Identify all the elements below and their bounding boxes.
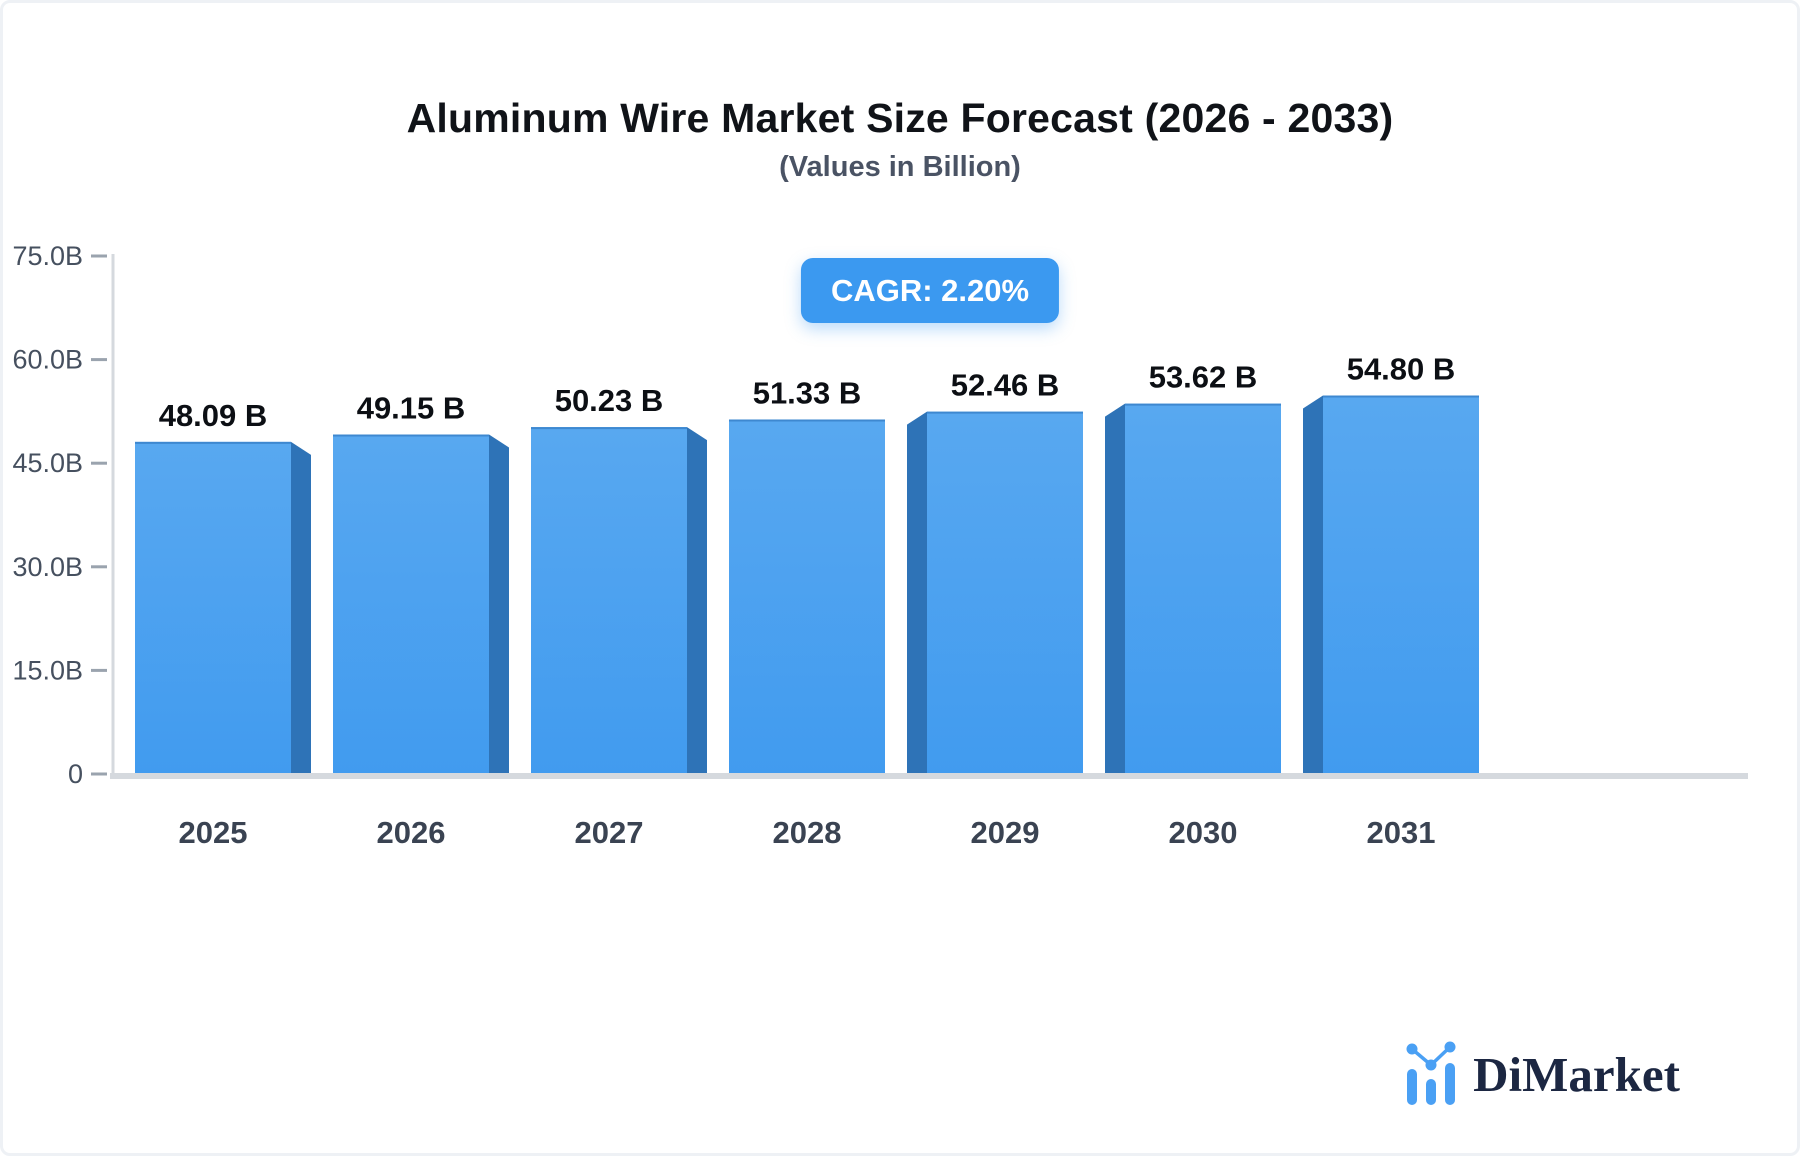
value-label-2025: 48.09 B [159, 398, 268, 433]
bar-group-2031: 54.80 B [1303, 352, 1479, 774]
bar-side-face [489, 434, 509, 774]
bar-group-2028: 51.33 B [729, 375, 885, 774]
bar-front-face [135, 441, 291, 774]
chart-svg: 0 15.0B 30.0B 45.0B 60.0B 75.0B 48.09 B 49.15 B… [12, 241, 1748, 850]
bar-group-2027: 50.23 B [531, 383, 707, 774]
bar-group-2026: 49.15 B [333, 391, 509, 774]
y-axis-label-75.0B: 75.0B [12, 241, 83, 271]
value-label-2026: 49.15 B [357, 391, 466, 426]
bar-side-face [1105, 403, 1125, 774]
x-axis-label-2030: 2030 [1169, 815, 1238, 850]
bar-group-2029: 52.46 B [907, 368, 1083, 774]
chart-subtitle: (Values in Billion) [779, 151, 1021, 183]
x-axis-label-2031: 2031 [1367, 815, 1436, 850]
y-axis-label-15.0B: 15.0B [12, 655, 83, 685]
bar-side-face [907, 411, 927, 774]
y-axis-label-45.0B: 45.0B [12, 448, 83, 478]
y-axis-label-60.0B: 60.0B [12, 345, 83, 375]
y-axis-label-30.0B: 30.0B [12, 552, 83, 582]
value-label-2030: 53.62 B [1149, 360, 1258, 395]
x-axis-label-2028: 2028 [773, 815, 842, 850]
bar-front-face [927, 411, 1083, 774]
bar-front-face [1125, 403, 1281, 774]
x-axis-label-2025: 2025 [179, 815, 248, 850]
bar-side-face [687, 427, 707, 774]
x-axis-label-2027: 2027 [575, 815, 644, 850]
bar-side-face [1303, 395, 1323, 774]
value-label-2029: 52.46 B [951, 368, 1060, 403]
bar-front-face [1323, 395, 1479, 774]
value-label-2028: 51.33 B [753, 375, 862, 410]
x-axis-label-2029: 2029 [971, 815, 1040, 850]
value-label-2031: 54.80 B [1347, 352, 1456, 387]
dimarket-logo: DiMarket [1404, 1039, 1680, 1109]
bar-front-face [531, 427, 687, 774]
value-label-2027: 50.23 B [555, 383, 664, 418]
bar-group-2025: 48.09 B [135, 398, 311, 774]
bar-side-face [291, 441, 311, 774]
logo-text: DiMarket [1473, 1046, 1680, 1102]
chart-title: Aluminum Wire Market Size Forecast (2026… [406, 95, 1394, 141]
x-axis-label-2026: 2026 [377, 815, 446, 850]
cagr-badge: CAGR: 2.20% [800, 258, 1060, 323]
bar-front-face [729, 419, 885, 774]
bar-group-2030: 53.62 B [1105, 360, 1281, 774]
bar-front-face [333, 434, 489, 774]
mini-bar-chart-icon [1406, 1041, 1456, 1105]
y-axis-label-0: 0 [68, 759, 83, 789]
